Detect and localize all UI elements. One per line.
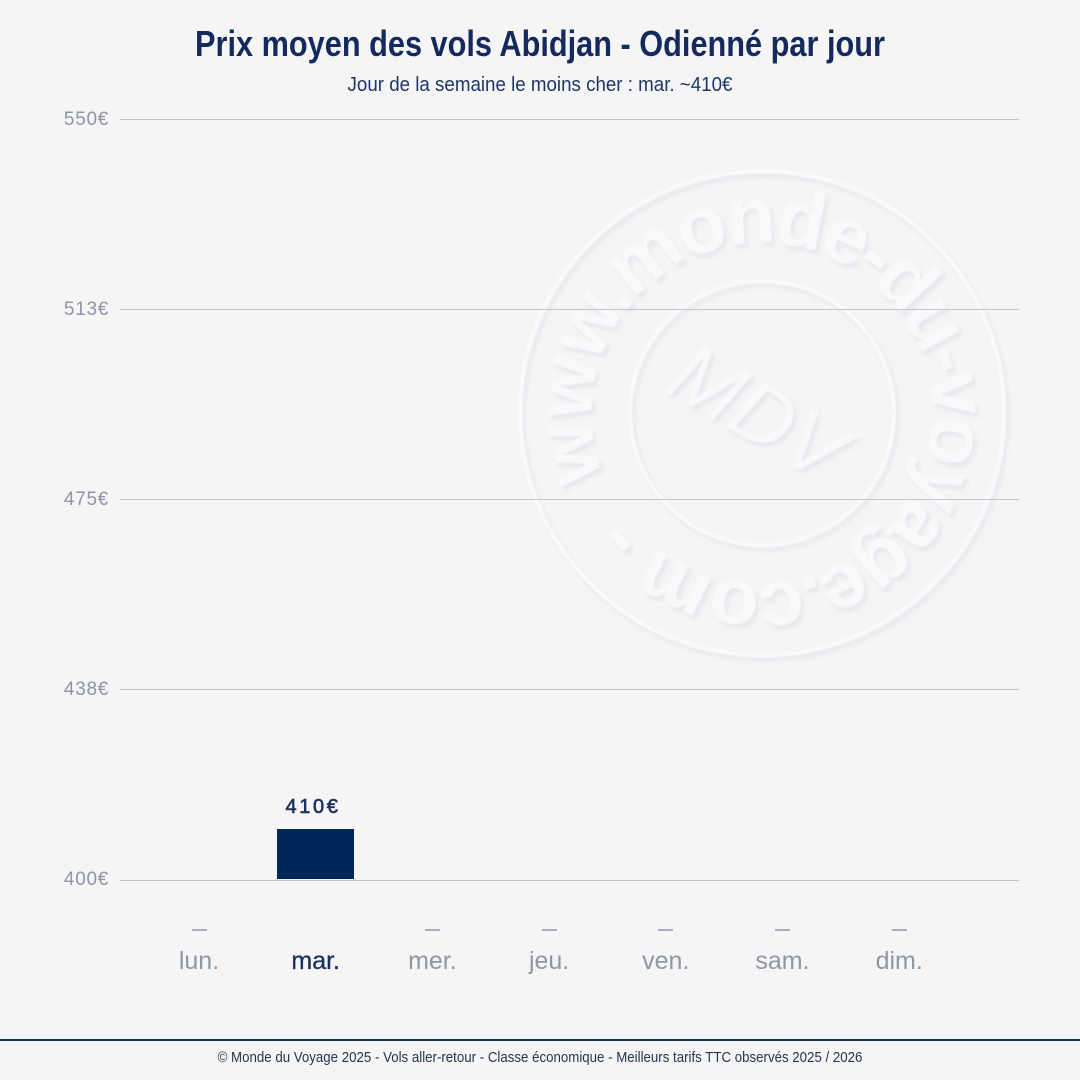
svg-text:MDV: MDV	[654, 324, 869, 502]
